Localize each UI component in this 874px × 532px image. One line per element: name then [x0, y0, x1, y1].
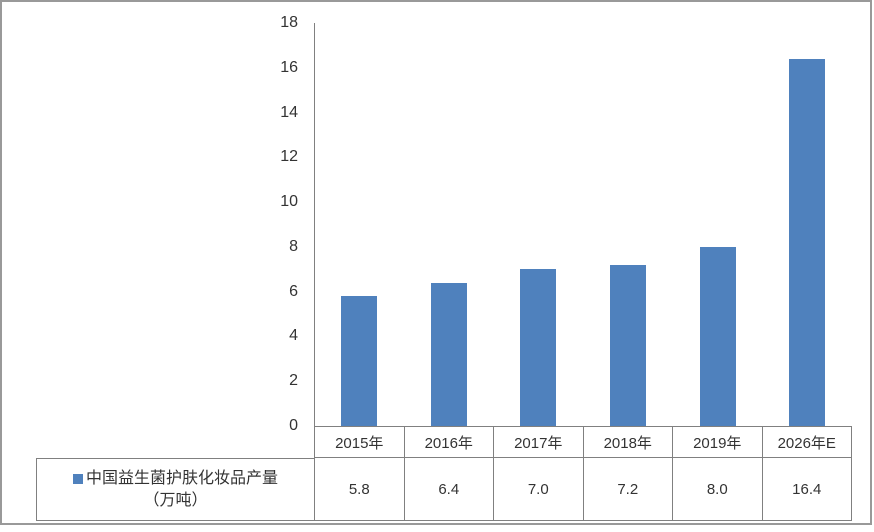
table-value-cell-2026年E: 16.4 — [761, 458, 852, 520]
y-tick-label-6: 6 — [289, 282, 298, 300]
bar-2019年 — [699, 246, 736, 426]
data-table: 2015年 2016年 2017年 2018年 2019年 2026年E 5.8 6.4 7.… — [314, 426, 852, 521]
y-axis: 0 2 4 6 8 10 12 14 16 18 — [250, 0, 298, 532]
legend-label: 中国益生菌护肤化妆品产量 — [85, 469, 278, 487]
legend-label-unit: （万吨） — [143, 491, 208, 509]
table-value-cell-2016年: 6.4 — [403, 458, 494, 520]
y-tick-label-0: 0 — [289, 417, 298, 434]
bar-2015年 — [340, 296, 377, 426]
table-header-row: 2015年 2016年 2017年 2018年 2019年 2026年E — [315, 427, 851, 458]
table-value-cell-2018年: 7.2 — [582, 458, 673, 520]
y-tick-label-4: 4 — [289, 327, 298, 345]
table-header-cell-2015年: 2015年 — [335, 434, 384, 452]
table-value-cell-2015年: 5.8 — [348, 480, 370, 498]
y-tick-label-18: 18 — [280, 14, 298, 31]
table-header-cell-2018年: 2018年 — [582, 427, 673, 457]
table-value-cell-2017年: 7.0 — [493, 458, 583, 520]
legend: 中国益生菌护肤化妆品产量 （万吨） — [36, 458, 315, 521]
y-tick-label-16: 16 — [280, 58, 298, 76]
y-axis-line — [314, 23, 315, 426]
legend-line1: 中国益生菌护肤化妆品产量 — [72, 468, 278, 490]
y-tick-label-8: 8 — [289, 237, 298, 255]
table-header-cell-2017年: 2017年 — [493, 427, 583, 457]
table-value-cell-2019年: 8.0 — [672, 458, 762, 520]
bar-2016年 — [430, 282, 467, 426]
legend-marker-icon — [72, 473, 83, 484]
table-value-row: 5.8 6.4 7.0 7.2 8.0 16.4 — [315, 458, 851, 520]
bar-2017年 — [520, 269, 557, 426]
table-header-cell-2019年: 2019年 — [672, 427, 762, 457]
y-tick-label-14: 14 — [280, 103, 298, 121]
table-header-cell-2026年E: 2026年E — [761, 427, 852, 457]
y-tick-label-2: 2 — [289, 372, 298, 390]
bar-2026年E — [789, 58, 826, 426]
bar-2018年 — [609, 264, 646, 426]
table-header-cell-2016年: 2016年 — [403, 427, 494, 457]
plot-area — [314, 23, 852, 426]
y-tick-label-10: 10 — [280, 193, 298, 211]
y-tick-label-12: 12 — [280, 148, 298, 166]
